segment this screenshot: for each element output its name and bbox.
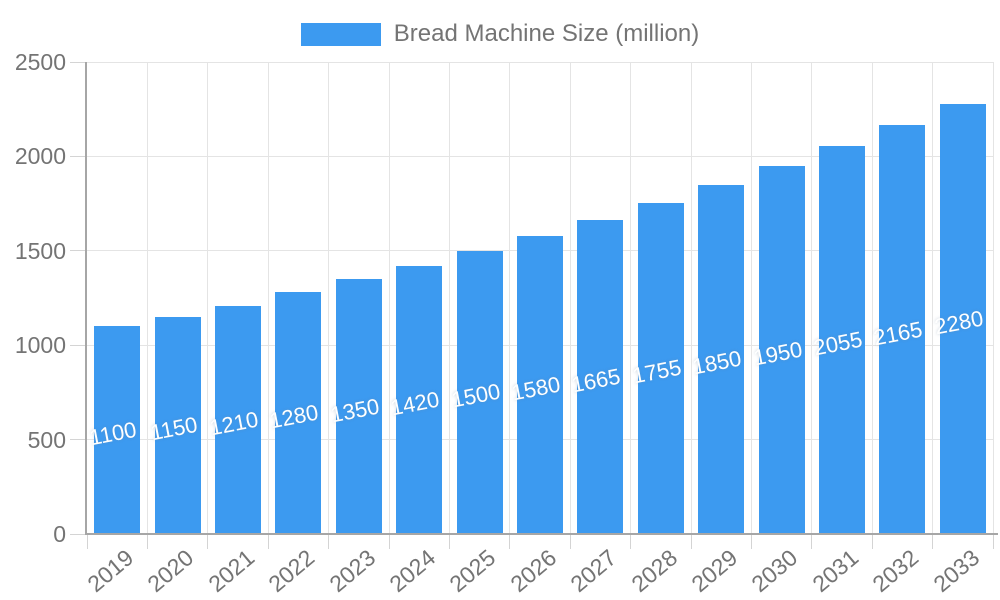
v-gridline xyxy=(690,62,692,534)
x-tick xyxy=(811,535,813,549)
x-tick-label: 2030 xyxy=(746,544,803,598)
x-tick xyxy=(86,535,88,549)
x-tick-label: 2021 xyxy=(203,544,260,598)
bar xyxy=(456,250,503,534)
x-tick xyxy=(932,535,934,549)
v-gridline xyxy=(146,62,148,534)
x-tick-label: 2023 xyxy=(323,544,380,598)
y-tick-label: 500 xyxy=(27,426,66,453)
bar xyxy=(637,202,684,534)
x-tick-label: 2031 xyxy=(807,544,864,598)
v-gridline xyxy=(871,62,873,534)
bar xyxy=(758,165,805,534)
x-tick xyxy=(267,535,269,549)
y-axis-line xyxy=(85,62,87,534)
bar xyxy=(879,125,926,534)
x-tick xyxy=(448,535,450,549)
v-gridline xyxy=(388,62,390,534)
bar xyxy=(215,305,261,534)
x-tick-label: 2026 xyxy=(505,544,562,598)
v-gridline xyxy=(750,62,752,534)
x-tick-label: 2032 xyxy=(867,544,924,598)
v-gridline xyxy=(509,62,511,534)
y-tick-label: 2000 xyxy=(14,143,66,170)
bar xyxy=(335,279,382,534)
x-tick-label: 2033 xyxy=(927,544,984,598)
y-tick xyxy=(70,250,85,252)
y-tick-label: 1500 xyxy=(14,237,66,264)
x-tick xyxy=(509,535,511,549)
x-axis-line xyxy=(85,533,998,535)
bar xyxy=(154,316,201,534)
x-tick-label: 2024 xyxy=(384,544,441,598)
y-tick xyxy=(70,155,85,157)
x-tick xyxy=(750,535,752,549)
x-tick-label: 2025 xyxy=(444,544,501,598)
bar xyxy=(517,235,563,534)
x-tick xyxy=(690,535,692,549)
v-gridline xyxy=(569,62,571,534)
x-tick xyxy=(207,535,209,549)
x-tick xyxy=(992,535,994,549)
x-tick-label: 2029 xyxy=(686,544,743,598)
x-tick-label: 2019 xyxy=(82,544,139,598)
y-tick xyxy=(70,439,85,441)
x-tick xyxy=(146,535,148,549)
v-gridline xyxy=(932,62,934,534)
x-tick xyxy=(328,535,330,549)
h-gridline xyxy=(87,155,993,157)
bar xyxy=(94,326,141,534)
bar xyxy=(819,146,865,534)
bar xyxy=(698,184,745,534)
x-tick xyxy=(630,535,632,549)
y-tick-label: 1000 xyxy=(14,332,66,359)
bar xyxy=(396,265,443,534)
y-tick xyxy=(70,61,85,63)
x-tick-label: 2027 xyxy=(565,544,622,598)
y-tick-label: 2500 xyxy=(14,49,66,75)
x-tick-label: 2022 xyxy=(263,544,320,598)
x-tick xyxy=(871,535,873,549)
bar xyxy=(577,219,624,534)
x-tick-label: 2020 xyxy=(142,544,199,598)
v-gridline xyxy=(267,62,269,534)
v-gridline xyxy=(811,62,813,534)
v-gridline xyxy=(630,62,632,534)
y-tick xyxy=(70,344,85,346)
x-tick-label: 2028 xyxy=(625,544,682,598)
x-tick xyxy=(388,535,390,549)
y-tick xyxy=(70,533,85,535)
y-tick-label: 0 xyxy=(53,521,66,547)
bar xyxy=(939,103,986,534)
v-gridline xyxy=(207,62,209,534)
v-gridline xyxy=(448,62,450,534)
bar xyxy=(275,292,322,534)
v-gridline xyxy=(992,62,994,534)
v-gridline xyxy=(328,62,330,534)
h-gridline xyxy=(87,61,993,63)
x-tick xyxy=(569,535,571,549)
